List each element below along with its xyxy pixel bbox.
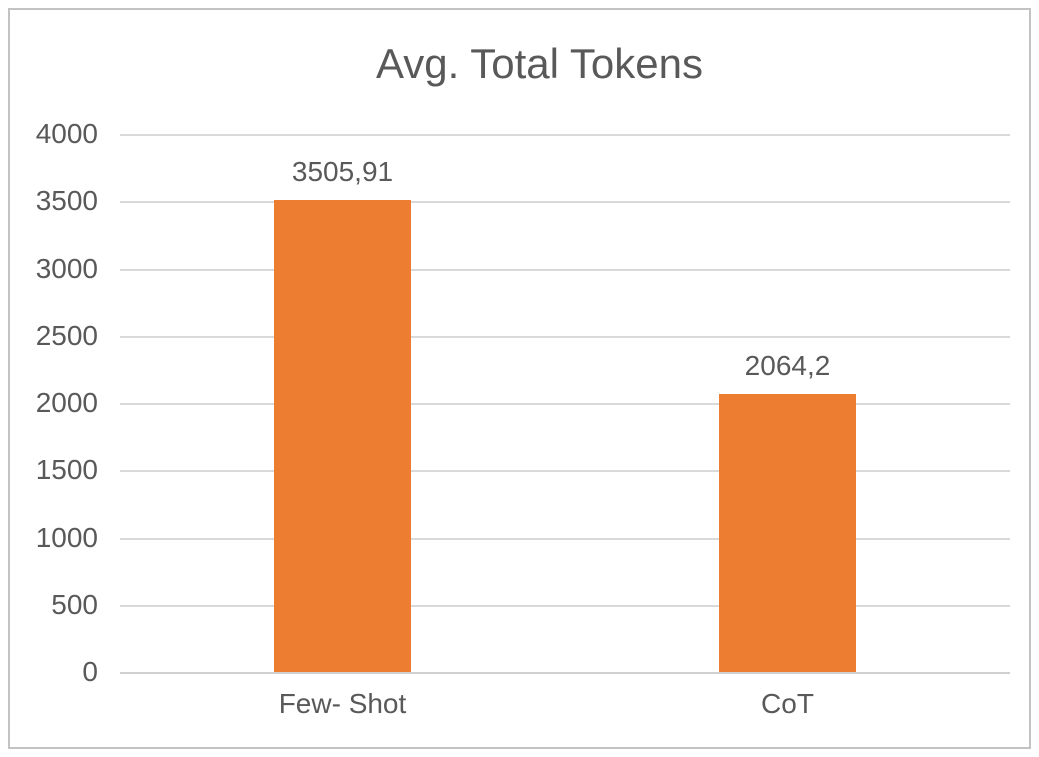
y-axis-tick-label: 4000 xyxy=(35,118,98,149)
bar-few-shot xyxy=(274,200,411,672)
y-axis-tick-label: 0 xyxy=(82,656,98,687)
x-axis-category-label: CoT xyxy=(761,688,814,719)
y-gridline xyxy=(120,537,1010,540)
y-gridline xyxy=(120,134,1010,136)
y-gridline xyxy=(120,201,1010,204)
y-gridline xyxy=(120,604,1010,607)
y-gridline xyxy=(120,403,1010,405)
data-label: 3505,91 xyxy=(291,156,394,188)
data-label: 2064,2 xyxy=(744,350,831,382)
y-gridline xyxy=(120,335,1010,338)
plot-area: 0 500 1000 1500 2000 2500 3000 3500 4000 3505,91 F… xyxy=(36,118,1010,719)
y-gridline xyxy=(120,470,1010,473)
bar-cot xyxy=(719,394,856,672)
x-axis-line xyxy=(120,672,1010,674)
chart-title: Avg. Total Tokens xyxy=(376,40,703,87)
y-axis-tick-label: 3500 xyxy=(35,185,98,217)
y-axis-tick-label: 500 xyxy=(51,588,98,620)
y-axis-tick-label: 1500 xyxy=(35,454,98,486)
y-axis-tick-label: 2000 xyxy=(35,387,98,418)
x-axis-category-label: Few- Shot xyxy=(278,688,407,719)
y-axis-tick-label: 3000 xyxy=(35,252,98,284)
y-axis-tick-label: 2500 xyxy=(35,319,98,351)
y-axis-tick-label: 1000 xyxy=(35,521,98,553)
y-gridline xyxy=(120,268,1010,271)
